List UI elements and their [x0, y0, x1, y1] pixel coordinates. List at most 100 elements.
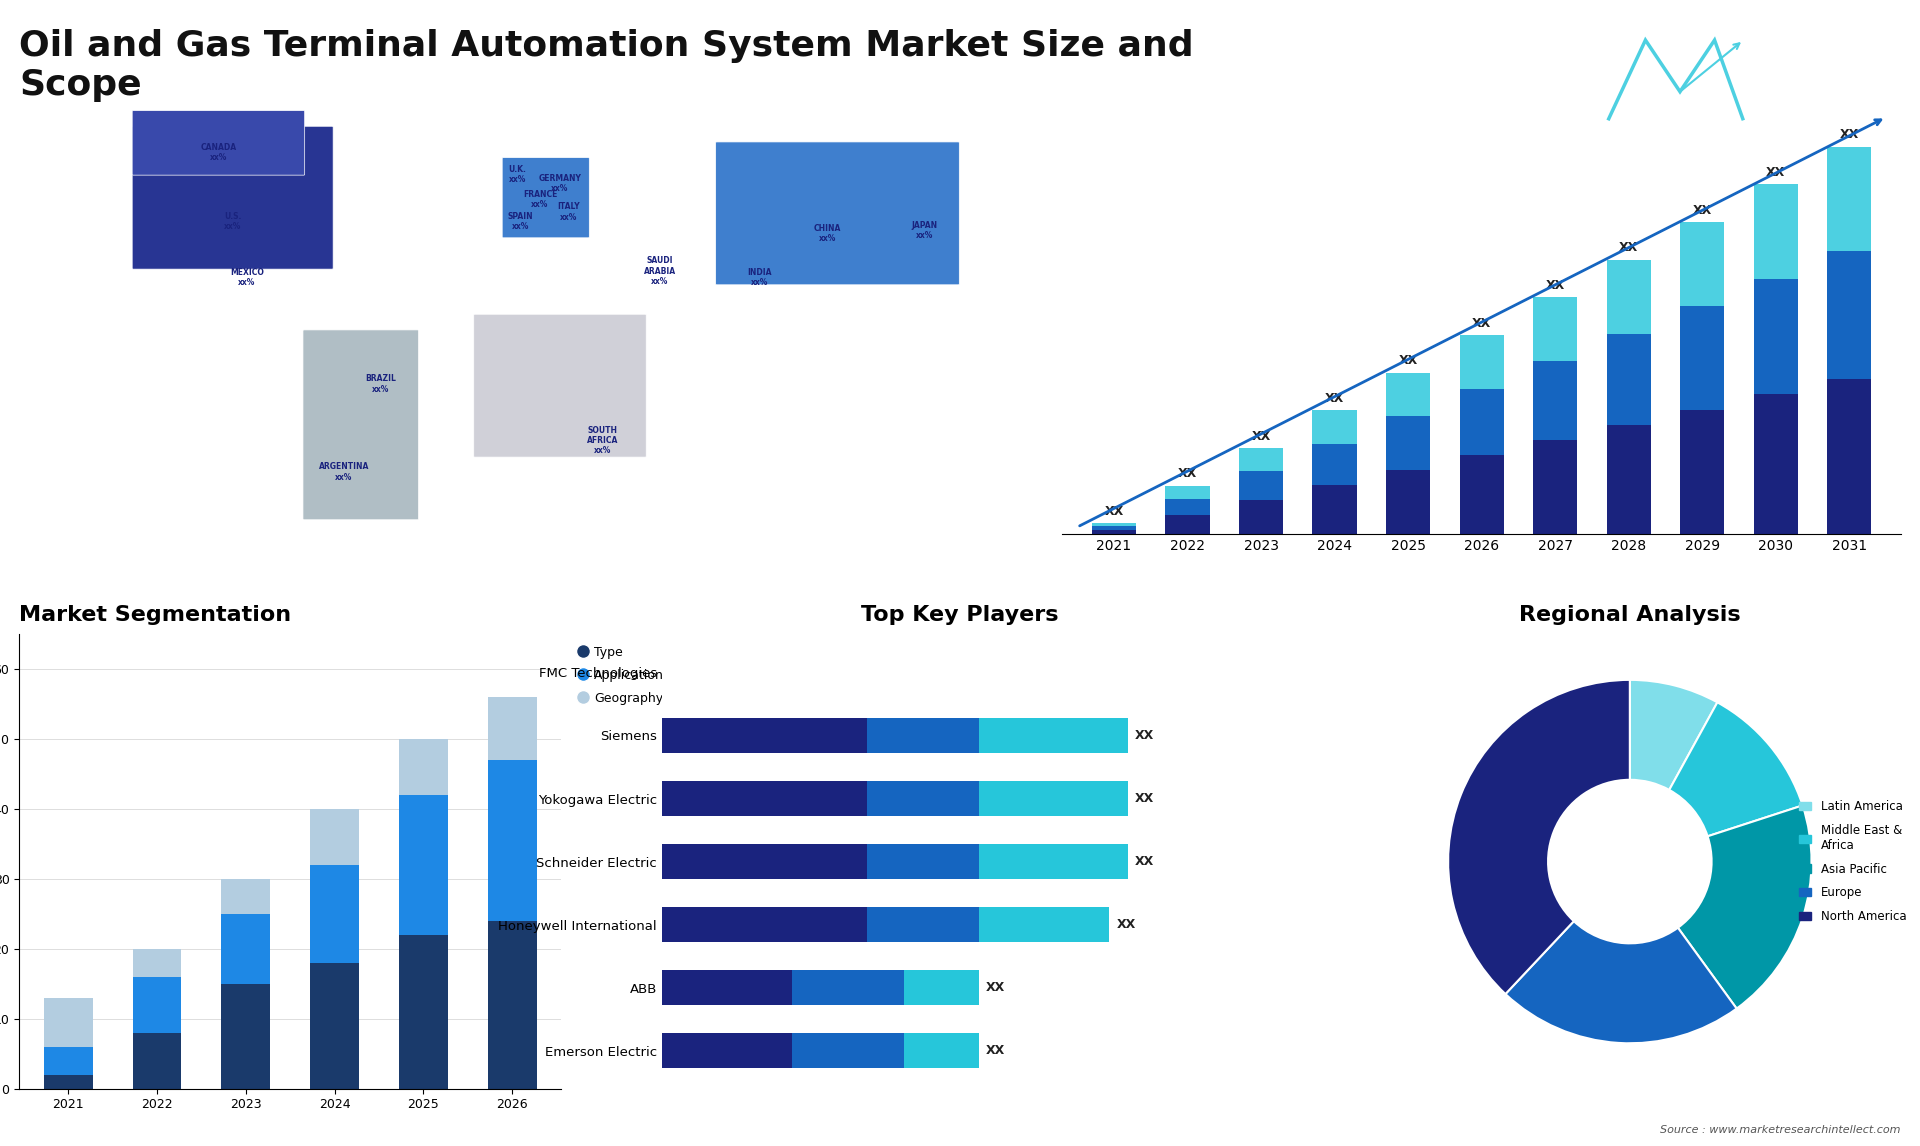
Bar	[399, 739, 447, 795]
Bar	[132, 1033, 180, 1089]
Text: XX: XX	[987, 981, 1006, 995]
Bar	[1386, 416, 1430, 470]
Text: CANADA
xx%: CANADA xx%	[200, 142, 236, 162]
Bar	[1092, 531, 1137, 534]
Text: XX: XX	[1117, 918, 1137, 931]
Bar	[1165, 499, 1210, 515]
Bar	[1238, 448, 1283, 471]
Text: XX: XX	[1398, 354, 1417, 367]
Bar	[1753, 185, 1797, 278]
Text: SPAIN
xx%: SPAIN xx%	[507, 212, 534, 230]
Bar	[1532, 297, 1576, 361]
Bar	[979, 845, 1127, 879]
Text: XX: XX	[1135, 729, 1154, 741]
Text: XX: XX	[1546, 278, 1565, 292]
FancyBboxPatch shape	[132, 111, 305, 175]
Bar	[662, 719, 866, 753]
Bar	[1753, 394, 1797, 534]
Text: FRANCE
xx%: FRANCE xx%	[522, 189, 557, 209]
Text: XX: XX	[1325, 392, 1344, 405]
Text: MARKET
RESEARCH
INTELLECT: MARKET RESEARCH INTELLECT	[1761, 64, 1822, 96]
Bar	[979, 782, 1127, 816]
Text: XX: XX	[1104, 505, 1123, 518]
Bar	[1607, 333, 1651, 424]
Text: XX: XX	[1135, 792, 1154, 804]
Bar	[44, 998, 92, 1046]
Text: XX: XX	[1839, 128, 1859, 141]
Bar	[662, 845, 866, 879]
Bar	[1753, 278, 1797, 394]
Bar	[1386, 372, 1430, 416]
Bar	[132, 976, 180, 1033]
Wedge shape	[1505, 921, 1736, 1043]
Bar	[311, 963, 359, 1089]
Text: MEXICO
xx%: MEXICO xx%	[230, 268, 263, 288]
Bar	[1313, 410, 1357, 444]
Bar	[1607, 260, 1651, 333]
Text: XX: XX	[1252, 430, 1271, 442]
Text: ITALY
xx%: ITALY xx%	[557, 202, 580, 221]
Bar	[488, 921, 536, 1089]
Text: JAPAN
xx%: JAPAN xx%	[912, 221, 937, 241]
Bar	[866, 908, 979, 942]
Bar	[662, 1034, 793, 1068]
Bar	[488, 760, 536, 921]
Text: SAUDI
ARABIA
xx%: SAUDI ARABIA xx%	[643, 257, 676, 286]
Text: ARGENTINA
xx%: ARGENTINA xx%	[319, 462, 369, 481]
Wedge shape	[1630, 680, 1716, 790]
Bar	[904, 971, 979, 1005]
Bar	[1680, 222, 1724, 306]
Text: XX: XX	[1177, 468, 1196, 480]
FancyBboxPatch shape	[474, 314, 647, 457]
Text: GERMANY
xx%: GERMANY xx%	[538, 174, 582, 194]
Bar	[44, 1075, 92, 1089]
FancyBboxPatch shape	[132, 126, 334, 269]
Bar	[662, 971, 793, 1005]
Bar	[1532, 440, 1576, 534]
FancyBboxPatch shape	[716, 142, 960, 285]
Bar	[904, 1034, 979, 1068]
Text: XX: XX	[1766, 166, 1786, 179]
Bar	[793, 1034, 904, 1068]
Bar	[399, 795, 447, 935]
Bar	[1313, 444, 1357, 485]
Text: SOUTH
AFRICA
xx%: SOUTH AFRICA xx%	[588, 425, 618, 455]
Bar	[311, 809, 359, 865]
Text: U.K.
xx%: U.K. xx%	[509, 165, 526, 183]
Bar	[1165, 486, 1210, 499]
Bar	[1313, 485, 1357, 534]
Bar	[488, 697, 536, 760]
Bar	[1459, 335, 1503, 388]
Legend: Type, Application, Geography: Type, Application, Geography	[572, 641, 668, 709]
Bar	[44, 1046, 92, 1075]
Bar	[866, 845, 979, 879]
Bar	[1680, 306, 1724, 409]
Bar	[1092, 526, 1137, 531]
FancyBboxPatch shape	[303, 330, 419, 520]
Bar	[1532, 361, 1576, 440]
Bar	[1680, 409, 1724, 534]
Bar	[1238, 500, 1283, 534]
Text: INDIA
xx%: INDIA xx%	[747, 268, 772, 288]
Bar	[866, 782, 979, 816]
Bar	[1238, 471, 1283, 500]
Bar	[866, 719, 979, 753]
Legend: Latin America, Middle East &
Africa, Asia Pacific, Europe, North America: Latin America, Middle East & Africa, Asi…	[1795, 795, 1910, 927]
Text: XX: XX	[987, 1044, 1006, 1058]
Bar	[1165, 515, 1210, 534]
Bar	[221, 915, 271, 984]
FancyBboxPatch shape	[503, 158, 589, 238]
Bar	[979, 719, 1127, 753]
Text: XX: XX	[1135, 855, 1154, 868]
Bar	[979, 908, 1110, 942]
Text: Market Segmentation: Market Segmentation	[19, 605, 292, 625]
Bar	[1386, 470, 1430, 534]
Wedge shape	[1448, 680, 1630, 994]
Text: XX: XX	[1619, 241, 1638, 254]
Bar	[1828, 147, 1872, 251]
Title: Regional Analysis: Regional Analysis	[1519, 605, 1741, 625]
Bar	[1459, 388, 1503, 455]
Bar	[399, 935, 447, 1089]
Bar	[1092, 524, 1137, 526]
Bar	[1459, 455, 1503, 534]
